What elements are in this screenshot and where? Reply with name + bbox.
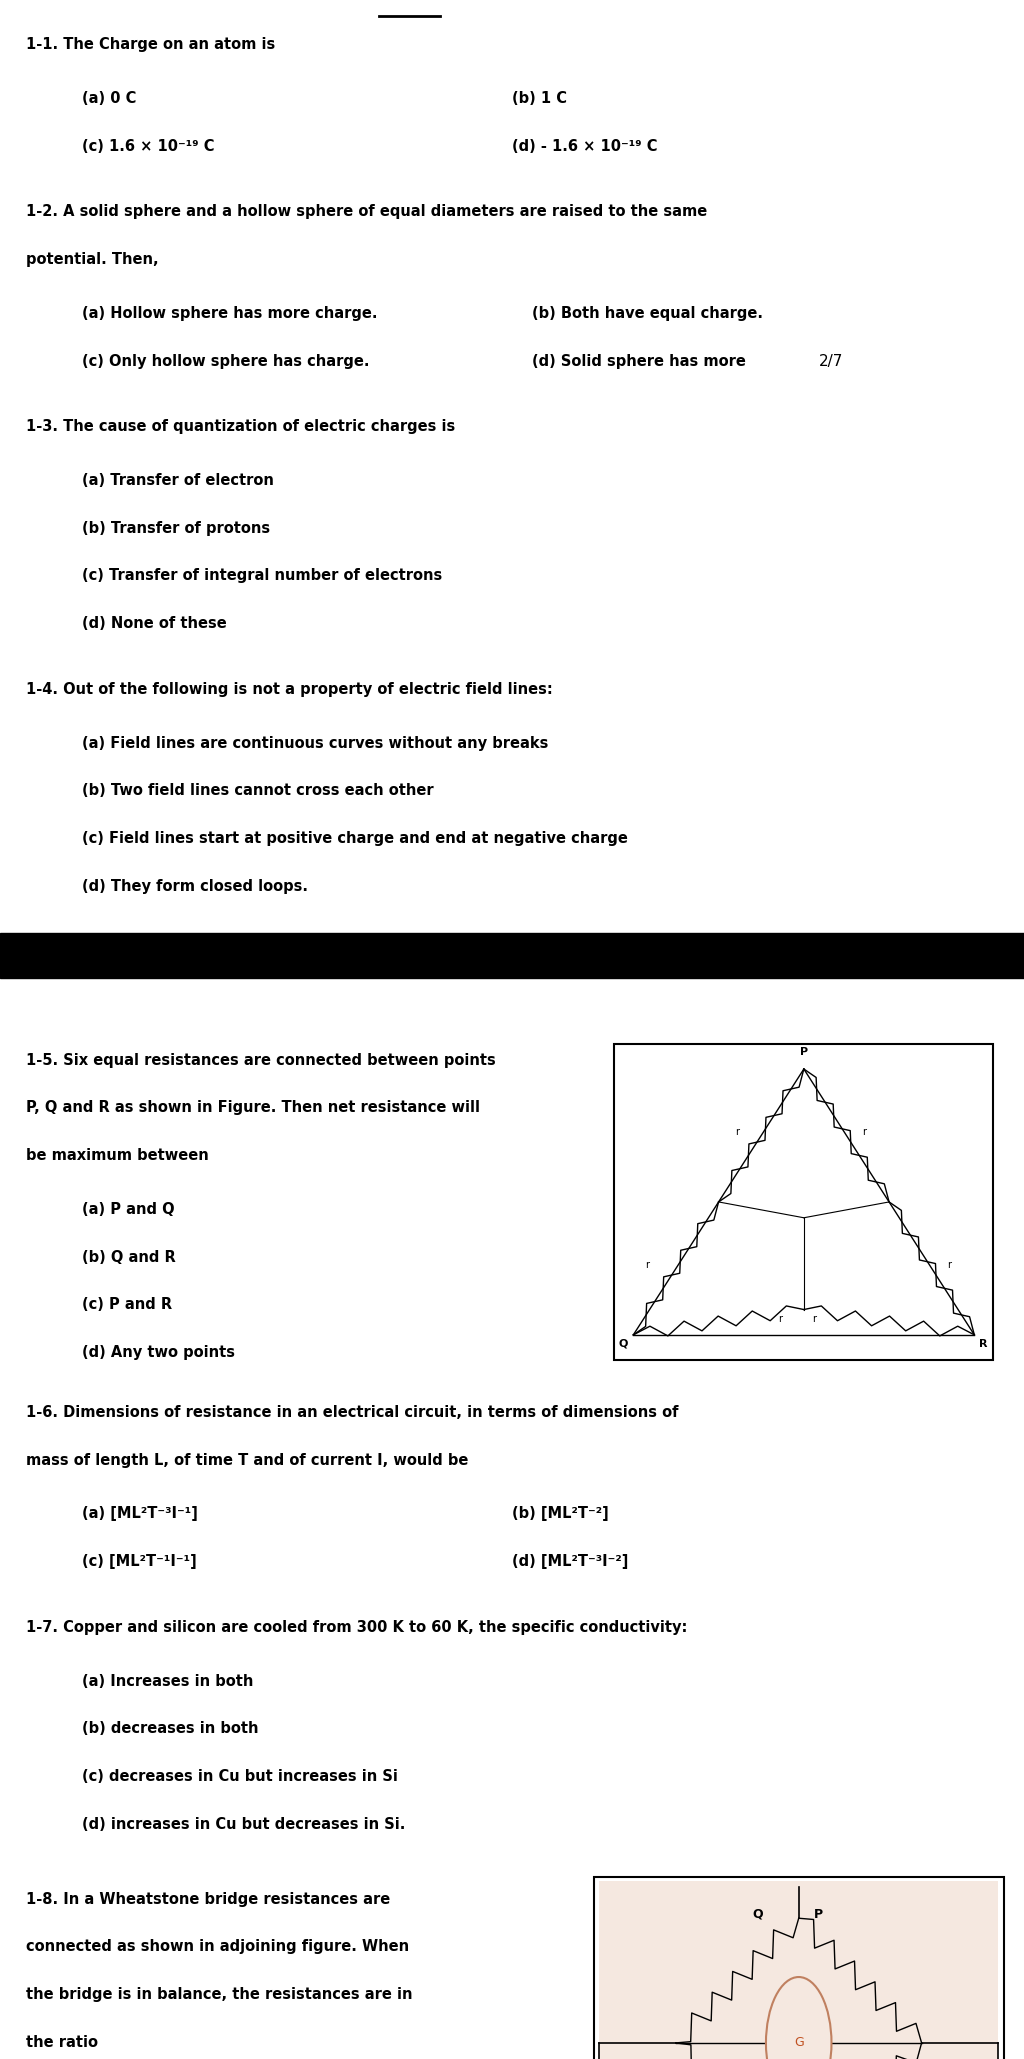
Text: Q: Q — [618, 1338, 628, 1349]
Text: P, Q and R as shown in Figure. Then net resistance will: P, Q and R as shown in Figure. Then net … — [26, 1100, 479, 1116]
Text: r: r — [778, 1314, 782, 1324]
Text: (a) Increases in both: (a) Increases in both — [82, 1674, 253, 1688]
Text: (b) Transfer of protons: (b) Transfer of protons — [82, 521, 270, 535]
Text: (b) Q and R: (b) Q and R — [82, 1250, 176, 1264]
Text: (c) [ML²T⁻¹I⁻¹]: (c) [ML²T⁻¹I⁻¹] — [82, 1555, 197, 1569]
Text: (d) - 1.6 × 10⁻¹⁹ C: (d) - 1.6 × 10⁻¹⁹ C — [512, 138, 657, 154]
Text: the bridge is in balance, the resistances are in: the bridge is in balance, the resistance… — [26, 1987, 412, 2001]
Text: (a) P and Q: (a) P and Q — [82, 1202, 174, 1217]
Text: connected as shown in adjoining figure. When: connected as shown in adjoining figure. … — [26, 1940, 409, 1954]
Text: mass of length L, of time T and of current I, would be: mass of length L, of time T and of curre… — [26, 1454, 468, 1468]
Text: 1-1. The Charge on an atom is: 1-1. The Charge on an atom is — [26, 37, 274, 51]
Text: r: r — [735, 1128, 739, 1137]
Text: (a) [ML²T⁻³I⁻¹]: (a) [ML²T⁻³I⁻¹] — [82, 1507, 198, 1522]
Text: 1-7. Copper and silicon are cooled from 300 K to 60 K, the specific conductivity: 1-7. Copper and silicon are cooled from … — [26, 1620, 687, 1635]
Circle shape — [766, 1977, 831, 2059]
Text: 1-3. The cause of quantization of electric charges is: 1-3. The cause of quantization of electr… — [26, 420, 455, 434]
Text: (c) 1.6 × 10⁻¹⁹ C: (c) 1.6 × 10⁻¹⁹ C — [82, 138, 214, 154]
Text: (a) Field lines are continuous curves without any breaks: (a) Field lines are continuous curves wi… — [82, 735, 548, 752]
Text: r: r — [862, 1128, 866, 1137]
Text: (d) increases in Cu but decreases in Si.: (d) increases in Cu but decreases in Si. — [82, 1816, 406, 1833]
Text: Q: Q — [753, 1907, 763, 1921]
Text: (a) 0 C: (a) 0 C — [82, 91, 136, 105]
Text: (a) Hollow sphere has more charge.: (a) Hollow sphere has more charge. — [82, 307, 378, 321]
Text: be maximum between: be maximum between — [26, 1149, 208, 1163]
Text: 1-6. Dimensions of resistance in an electrical circuit, in terms of dimensions o: 1-6. Dimensions of resistance in an elec… — [26, 1404, 678, 1421]
Text: (a) Transfer of electron: (a) Transfer of electron — [82, 474, 273, 488]
Text: (d) They form closed loops.: (d) They form closed loops. — [82, 879, 308, 894]
Text: (d) None of these: (d) None of these — [82, 616, 226, 632]
Text: (b) Both have equal charge.: (b) Both have equal charge. — [532, 307, 764, 321]
Text: (c) P and R: (c) P and R — [82, 1297, 172, 1312]
Text: (c) Only hollow sphere has charge.: (c) Only hollow sphere has charge. — [82, 354, 370, 369]
Text: (b) decreases in both: (b) decreases in both — [82, 1721, 258, 1736]
Text: 1-8. In a Wheatstone bridge resistances are: 1-8. In a Wheatstone bridge resistances … — [26, 1892, 390, 1907]
Bar — [0, 933, 1024, 978]
Text: P: P — [814, 1907, 823, 1921]
Text: (b) [ML²T⁻²]: (b) [ML²T⁻²] — [512, 1507, 608, 1522]
Text: 1-2. A solid sphere and a hollow sphere of equal diameters are raised to the sam: 1-2. A solid sphere and a hollow sphere … — [26, 204, 707, 218]
Text: 1-4. Out of the following is not a property of electric field lines:: 1-4. Out of the following is not a prope… — [26, 682, 552, 696]
Bar — [599, 1880, 998, 2059]
Text: (c) decreases in Cu but increases in Si: (c) decreases in Cu but increases in Si — [82, 1769, 397, 1785]
Text: R: R — [979, 1338, 988, 1349]
Bar — [594, 1876, 1004, 2059]
Text: G: G — [794, 2036, 804, 2049]
Text: 1-5. Six equal resistances are connected between points: 1-5. Six equal resistances are connected… — [26, 1052, 496, 1069]
Text: (b) Two field lines cannot cross each other: (b) Two field lines cannot cross each ot… — [82, 784, 433, 799]
Text: (c) Field lines start at positive charge and end at negative charge: (c) Field lines start at positive charge… — [82, 832, 628, 846]
Text: P: P — [800, 1046, 808, 1056]
Bar — [614, 1044, 993, 1361]
Text: (c) Transfer of integral number of electrons: (c) Transfer of integral number of elect… — [82, 568, 442, 583]
Text: 2/7: 2/7 — [819, 354, 844, 369]
Text: the ratio: the ratio — [26, 2034, 97, 2051]
Text: r: r — [812, 1314, 816, 1324]
Text: r: r — [947, 1260, 951, 1270]
Text: (d) Solid sphere has more: (d) Solid sphere has more — [532, 354, 746, 369]
Text: r: r — [645, 1260, 649, 1270]
Text: potential. Then,: potential. Then, — [26, 251, 159, 268]
Text: (d) [ML²T⁻³I⁻²]: (d) [ML²T⁻³I⁻²] — [512, 1555, 629, 1569]
Text: (b) 1 C: (b) 1 C — [512, 91, 567, 105]
Text: (d) Any two points: (d) Any two points — [82, 1345, 234, 1361]
